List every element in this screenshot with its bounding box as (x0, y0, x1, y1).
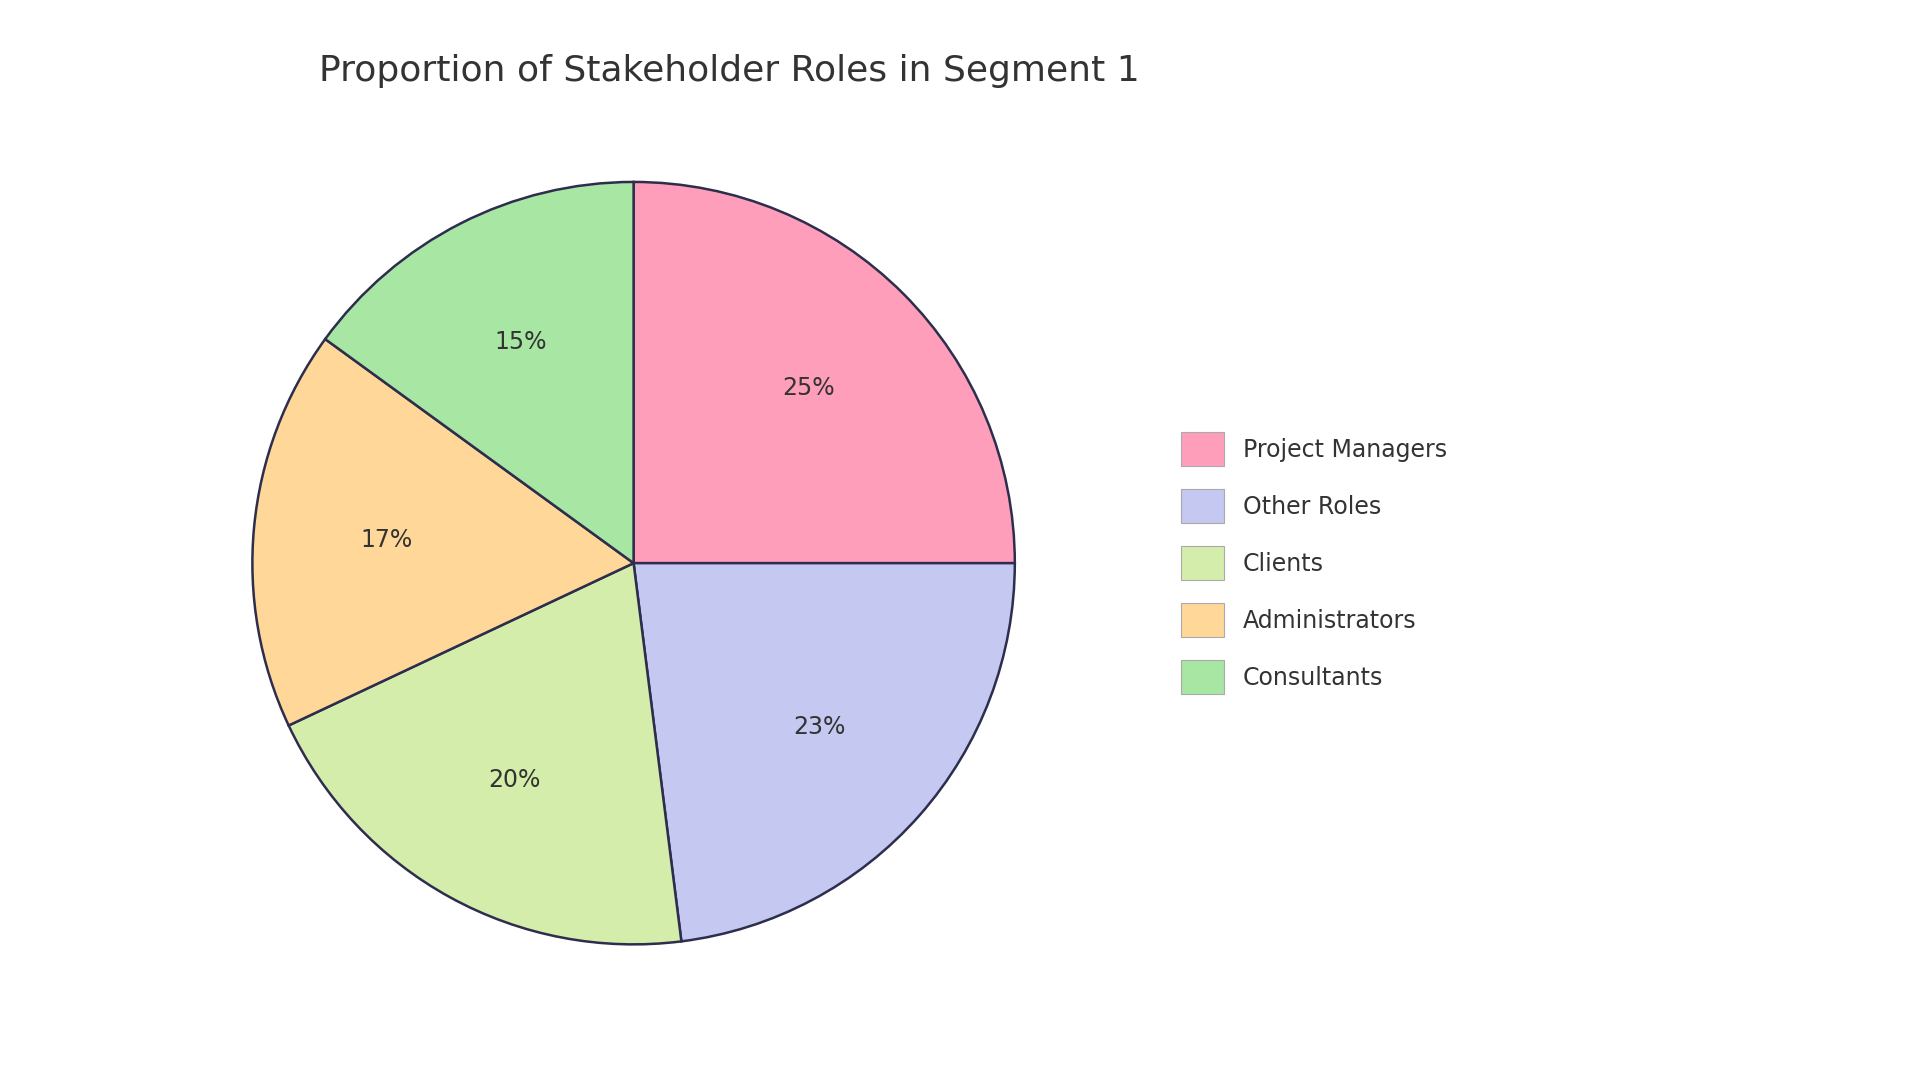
Wedge shape (324, 182, 634, 563)
Legend: Project Managers, Other Roles, Clients, Administrators, Consultants: Project Managers, Other Roles, Clients, … (1169, 420, 1459, 706)
Wedge shape (634, 563, 1016, 941)
Text: 15%: 15% (495, 330, 547, 354)
Text: 25%: 25% (783, 376, 835, 400)
Wedge shape (252, 339, 634, 726)
Text: 17%: 17% (361, 527, 413, 552)
Wedge shape (634, 182, 1016, 563)
Wedge shape (288, 563, 682, 944)
Text: 20%: 20% (488, 768, 540, 793)
Text: 23%: 23% (793, 715, 845, 739)
Text: Proportion of Stakeholder Roles in Segment 1: Proportion of Stakeholder Roles in Segme… (319, 54, 1140, 88)
